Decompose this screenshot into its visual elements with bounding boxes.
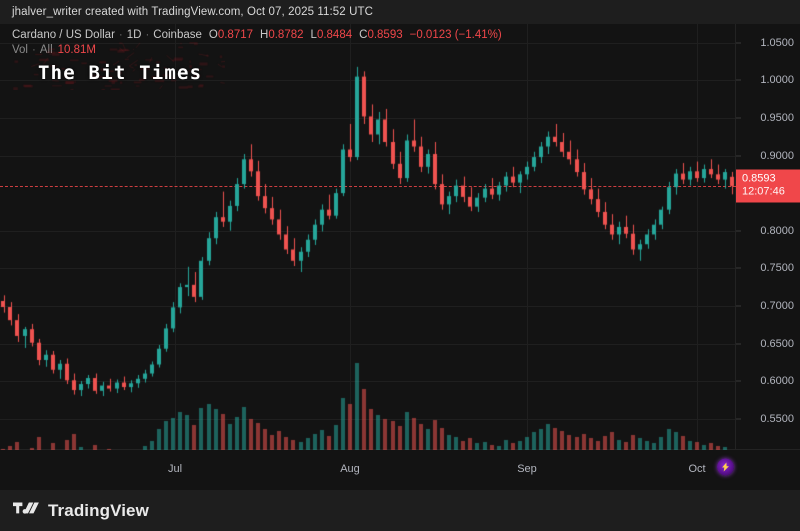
price-axis-tickmark	[736, 268, 741, 269]
price-axis-tick: 1.0000	[760, 74, 794, 86]
time-axis-tick: Aug	[340, 463, 360, 475]
brand-name: TradingView	[48, 501, 149, 521]
attribution-text: jhalver_writer created with TradingView.…	[12, 6, 373, 18]
price-axis-tickmark	[736, 42, 741, 43]
price-axis-tickmark	[736, 305, 741, 306]
price-axis-tick: 0.5500	[760, 413, 794, 425]
candlestick-series	[0, 24, 736, 450]
price-axis-tickmark	[736, 155, 741, 156]
price-axis-tick: 0.9000	[760, 150, 794, 162]
price-axis-tickmark	[736, 418, 741, 419]
price-axis-tick: 0.8000	[760, 225, 794, 237]
price-axis-tickmark	[736, 80, 741, 81]
attribution-bar: jhalver_writer created with TradingView.…	[0, 0, 800, 24]
price-axis-tick: 0.7000	[760, 300, 794, 312]
time-axis-tick: Jul	[168, 463, 182, 475]
price-axis-tick: 0.9500	[760, 112, 794, 124]
price-axis[interactable]: 1.0500 1.0000 0.9500 0.9000 0.8000 0.7500 0.70…	[735, 24, 800, 450]
time-axis-tick: Sep	[517, 463, 537, 475]
price-axis-tickmark	[736, 381, 741, 382]
current-price-time: 12:07:46	[742, 186, 795, 199]
volume-alert-icon[interactable]	[717, 459, 734, 476]
price-axis-tick: 0.6000	[760, 375, 794, 387]
price-axis-tick: 0.6500	[760, 338, 794, 350]
time-axis-tick: Oct	[688, 463, 705, 475]
price-axis-tick: 1.0500	[760, 37, 794, 49]
tradingview-chart-app: jhalver_writer created with TradingView.…	[0, 0, 800, 531]
chart-shell[interactable]: Cardano / US Dollar · 1D · Coinbase O 0.8…	[0, 24, 800, 490]
price-axis-tickmark	[736, 343, 741, 344]
current-price-value: 0.8593	[742, 173, 795, 186]
price-axis-tickmark	[736, 230, 741, 231]
current-price-badge[interactable]: 0.8593 12:07:46	[736, 170, 800, 203]
price-axis-tick: 0.7500	[760, 262, 794, 274]
time-axis[interactable]: Jul Aug Sep Oct	[0, 449, 800, 490]
price-axis-tickmark	[736, 118, 741, 119]
brand-bar: TradingView	[0, 490, 800, 531]
tradingview-logo-icon	[13, 502, 39, 519]
plot-area[interactable]	[0, 24, 736, 450]
